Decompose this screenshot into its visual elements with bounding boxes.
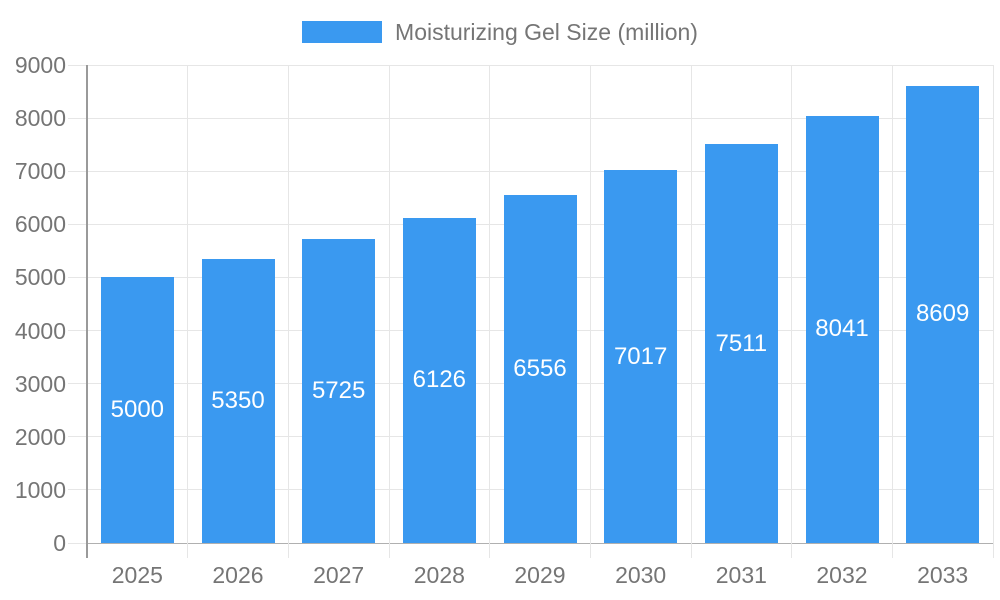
bar[interactable]: 6126: [402, 217, 476, 543]
x-tick: [690, 543, 692, 558]
x-axis-baseline: [87, 542, 993, 544]
bar-value-label: 5350: [211, 386, 265, 414]
x-tick: [992, 543, 994, 558]
x-tick: [589, 543, 591, 558]
x-tick: [287, 543, 289, 558]
x-category-label: 2033: [917, 562, 969, 588]
gridline-v: [489, 65, 491, 543]
gridline-v: [589, 65, 591, 543]
y-tick-label: 7000: [14, 158, 66, 185]
x-category-label: 2029: [514, 562, 566, 588]
x-category-label: 2027: [313, 562, 365, 588]
y-tick-label: 0: [53, 530, 66, 556]
y-tick: [68, 117, 87, 119]
y-tick: [68, 330, 87, 332]
x-tick: [187, 543, 189, 558]
x-tick: [791, 543, 793, 558]
gridline-v: [388, 65, 390, 543]
bar[interactable]: 8609: [906, 85, 980, 543]
legend-swatch: [302, 21, 383, 43]
legend-label: Moisturizing Gel Size (million): [395, 18, 698, 45]
y-tick: [68, 170, 87, 172]
x-category-label: 2026: [212, 562, 264, 588]
x-category-label: 2032: [816, 562, 868, 588]
y-tick-label: 3000: [14, 370, 66, 397]
y-axis-line: [86, 65, 88, 558]
gridline-v: [891, 65, 893, 543]
gridline-v: [690, 65, 692, 543]
gridline-v: [187, 65, 189, 543]
bar[interactable]: 7017: [604, 170, 678, 543]
bar-value-label: 5000: [110, 396, 165, 424]
y-tick: [68, 64, 87, 66]
gridline-h: [87, 117, 993, 119]
y-tick: [68, 383, 87, 385]
x-tick: [489, 543, 491, 558]
y-tick-label: 9000: [14, 52, 66, 78]
gridline-h: [87, 64, 993, 66]
bar-value-label: 7511: [715, 329, 768, 357]
y-tick: [68, 489, 87, 491]
y-tick-label: 4000: [14, 317, 66, 344]
bar[interactable]: 5350: [201, 258, 275, 543]
y-tick-label: 5000: [14, 264, 66, 291]
x-category-label: 2025: [111, 562, 163, 588]
bar-value-label: 5725: [311, 376, 366, 404]
y-tick-label: 8000: [14, 105, 66, 132]
bar-value-label: 8041: [815, 315, 869, 343]
gridline-v: [992, 65, 994, 543]
bar[interactable]: 8041: [805, 115, 879, 543]
bar-value-label: 6126: [412, 366, 467, 394]
y-tick: [68, 223, 87, 225]
bar[interactable]: 5725: [302, 238, 376, 543]
x-category-label: 2031: [715, 562, 767, 588]
x-category-label: 2030: [615, 562, 667, 588]
y-tick: [68, 542, 87, 544]
bar[interactable]: 5000: [100, 277, 174, 543]
bar-value-label: 8609: [915, 300, 970, 328]
y-tick-label: 1000: [14, 476, 66, 503]
bar[interactable]: 6556: [503, 194, 577, 543]
x-category-label: 2028: [413, 562, 465, 588]
x-tick: [388, 543, 390, 558]
bar-value-label: 7017: [613, 342, 668, 370]
gridline-v: [791, 65, 793, 543]
bar[interactable]: 7511: [704, 144, 778, 543]
gridline-v: [287, 65, 289, 543]
x-tick: [891, 543, 893, 558]
legend[interactable]: Moisturizing Gel Size (million): [0, 18, 1000, 45]
y-tick-label: 6000: [14, 211, 66, 238]
y-tick-label: 2000: [14, 423, 66, 450]
y-tick: [68, 276, 87, 278]
gridline-h: [87, 170, 993, 172]
y-tick: [68, 436, 87, 438]
bar-value-label: 6556: [513, 354, 567, 382]
